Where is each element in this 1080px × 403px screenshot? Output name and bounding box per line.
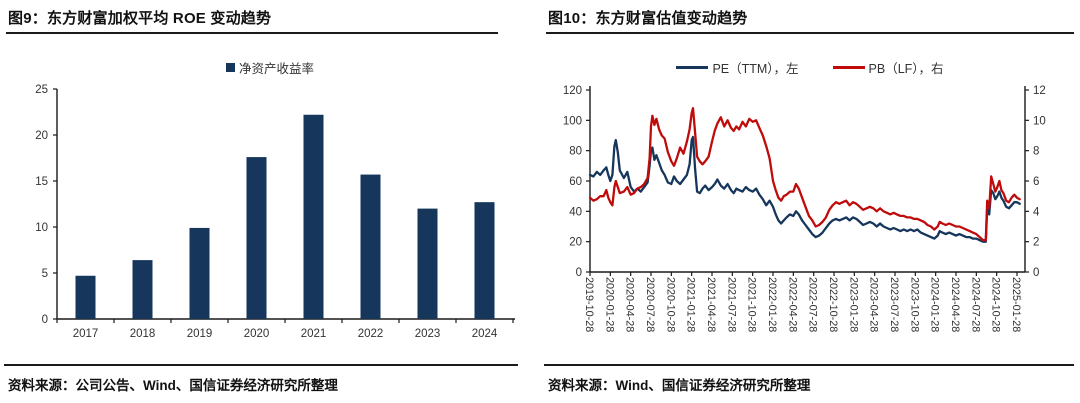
line-x-tick-label: 2022-01-28 xyxy=(766,277,778,332)
line-x-tick-label: 2022-10-28 xyxy=(827,277,839,332)
left-y-tick-label: 60 xyxy=(569,176,582,188)
bar-y-tick-label: 10 xyxy=(35,222,48,234)
valuation-chart-legend: PE（TTM），左 PB（LF），右 xyxy=(540,58,1080,77)
right-y-tick-label: 10 xyxy=(1033,115,1046,127)
line-x-tick-label: 2023-10-28 xyxy=(908,277,920,332)
right-y-tick-label: 8 xyxy=(1033,146,1039,158)
pb-legend-label: PB（LF），右 xyxy=(868,62,944,76)
line-x-tick-label: 2020-01-28 xyxy=(603,277,615,332)
roe-bar-chart: 0 5 10 15 20 25 2017 2018 2019 2020 2021 2022 2023 20… xyxy=(35,84,515,340)
roe-bar-2020 xyxy=(246,157,267,319)
roe-chart-legend: 净资产收益率 xyxy=(0,58,540,77)
bar-x-label: 2019 xyxy=(187,328,213,340)
line-x-tick-label: 2021-04-28 xyxy=(705,277,717,332)
legend-item-pb: PB（LF），右 xyxy=(832,58,944,77)
line-x-tick-label: 2020-07-28 xyxy=(644,277,656,332)
roe-bar-2019 xyxy=(189,227,210,319)
left-y-tick-label: 120 xyxy=(563,85,582,97)
bar-y-tick-label: 15 xyxy=(35,176,48,188)
roe-bar-2024 xyxy=(474,202,495,319)
right-y-tick-label: 12 xyxy=(1033,85,1046,97)
left-y-tick-label: 20 xyxy=(569,237,582,249)
line-x-tick-label: 2021-10-28 xyxy=(746,277,758,332)
roe-bar-2023 xyxy=(417,208,438,319)
roe-legend-square-icon xyxy=(225,63,235,72)
pe-legend-line-icon xyxy=(676,66,709,69)
bar-x-label: 2017 xyxy=(73,328,99,340)
line-x-tick-label: 2024-07-28 xyxy=(969,277,981,332)
bar-x-label: 2022 xyxy=(358,328,384,340)
figure10-title: 图10：东方财富估值变动趋势 xyxy=(548,10,748,27)
left-y-tick-label: 80 xyxy=(569,146,582,158)
line-x-tick-label: 2024-04-28 xyxy=(949,277,961,332)
line-x-tick-label: 2020-10-28 xyxy=(664,277,676,332)
bar-y-tick-label: 25 xyxy=(35,84,48,96)
figure10-title-rule xyxy=(546,32,1074,34)
bar-y-tick-label: 20 xyxy=(35,130,48,142)
line-x-tick-label: 2022-04-28 xyxy=(786,277,798,332)
line-x-tick-label: 2023-01-28 xyxy=(847,277,859,332)
line-x-tick-label: 2021-07-28 xyxy=(725,277,737,332)
figure9-source: 资料来源：公司公告、Wind、国信证券经济研究所整理 xyxy=(8,378,338,393)
line-x-tick-label: 2024-10-28 xyxy=(990,277,1002,332)
roe-bar-2022 xyxy=(360,174,381,319)
bar-x-label: 2024 xyxy=(472,328,498,340)
figure10-source: 资料来源：Wind、国信证券经济研究所整理 xyxy=(548,378,811,393)
line-x-tick-label: 2023-07-28 xyxy=(888,277,900,332)
legend-item-pe: PE（TTM），左 xyxy=(676,58,799,77)
figure10-source-rule xyxy=(544,364,1074,366)
line-x-tick-label: 2020-04-28 xyxy=(624,277,636,332)
figure9-title: 图9：东方财富加权平均 ROE 变动趋势 xyxy=(8,10,272,27)
roe-bar-2021 xyxy=(303,114,324,319)
right-y-tick-label: 0 xyxy=(1033,267,1039,279)
bar-x-label: 2018 xyxy=(130,328,156,340)
right-y-tick-label: 2 xyxy=(1033,237,1039,249)
valuation-line-chart: 0 20 40 60 80 100 120 0 2 4 6 8 10 12 2019-10-28 2020-0… xyxy=(563,85,1046,332)
right-y-tick-label: 6 xyxy=(1033,176,1039,188)
bar-y-tick-label: 5 xyxy=(42,268,48,280)
bar-y-tick-label: 0 xyxy=(42,314,48,326)
bar-x-label: 2023 xyxy=(415,328,441,340)
figure9-title-rule xyxy=(6,32,498,34)
bar-x-label: 2021 xyxy=(301,328,327,340)
line-x-tick-label: 2019-10-28 xyxy=(583,277,595,332)
pb-lf-line xyxy=(588,107,1021,242)
pe-legend-label: PE（TTM），左 xyxy=(712,62,799,76)
left-y-tick-label: 100 xyxy=(563,115,582,127)
pe-ttm-line xyxy=(588,135,1021,243)
right-y-tick-label: 4 xyxy=(1033,206,1040,218)
line-x-tick-label: 2022-07-28 xyxy=(807,277,819,332)
line-x-tick-label: 2021-01-28 xyxy=(685,277,697,332)
pb-legend-line-icon xyxy=(832,66,865,69)
left-y-tick-label: 40 xyxy=(569,206,582,218)
line-x-tick-label: 2024-01-28 xyxy=(929,277,941,332)
line-x-tick-label: 2023-04-28 xyxy=(868,277,880,332)
legend-item-roe: 净资产收益率 xyxy=(225,58,314,77)
roe-bar-2018 xyxy=(132,260,153,319)
roe-bar-2017 xyxy=(75,275,96,319)
bar-x-label: 2020 xyxy=(244,328,270,340)
figure9-source-rule xyxy=(4,364,518,366)
left-y-tick-label: 0 xyxy=(576,267,582,279)
roe-legend-label: 净资产收益率 xyxy=(238,62,314,76)
line-x-tick-label: 2025-01-28 xyxy=(1010,277,1022,332)
